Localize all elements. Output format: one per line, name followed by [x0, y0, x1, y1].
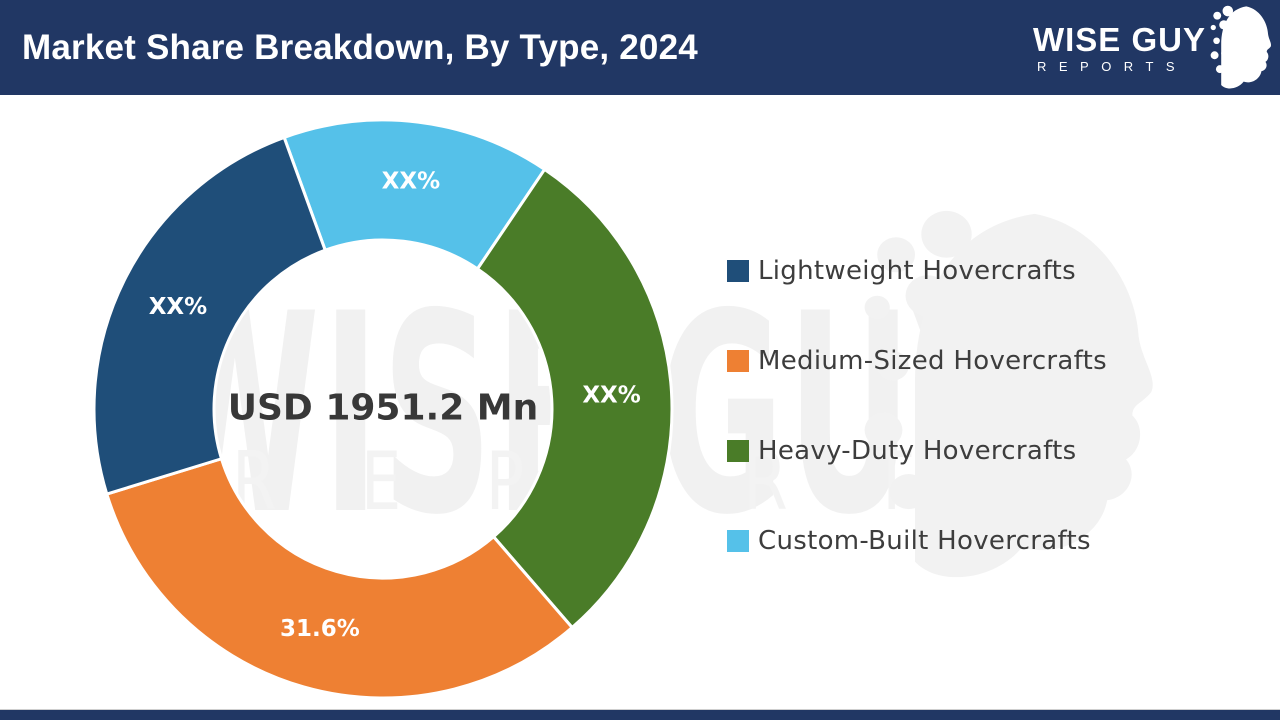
face-dot — [974, 517, 1013, 553]
legend-label: Heavy-Duty Hovercrafts — [758, 436, 1077, 466]
face-dot — [1233, 74, 1242, 83]
legend-swatch-icon — [727, 530, 749, 552]
page-title: Market Share Breakdown, By Type, 2024 — [22, 27, 698, 67]
face-dot — [915, 400, 960, 442]
legend-label: Lightweight Hovercrafts — [758, 256, 1077, 286]
face-dot — [1221, 33, 1233, 45]
slice-label: XX% — [149, 294, 208, 320]
header-bar: Market Share Breakdown, By Type, 2024 WI… — [0, 0, 1280, 95]
logo-subtitle: REPORTS — [1036, 58, 1188, 74]
face-dot — [877, 237, 915, 273]
wise-guy-reports-logo: WISE GUY REPORTS — [1033, 4, 1280, 92]
face-dot — [1231, 50, 1243, 61]
face-dot — [1241, 19, 1249, 27]
background-watermark-face — [864, 210, 1153, 578]
donut-segment — [105, 457, 574, 700]
face-dot — [952, 278, 1010, 331]
chart-center-value: USD 1951.2 Mn — [227, 387, 539, 429]
face-dot — [978, 354, 1016, 390]
legend-item-custom-built: Custom-Built Hovercrafts — [727, 496, 1107, 586]
face-dot — [1215, 64, 1224, 73]
face-dot — [1213, 11, 1222, 20]
face-dot — [1210, 24, 1216, 30]
chart-legend: Lightweight Hovercrafts Medium-Sized Hov… — [727, 226, 1107, 586]
face-dot — [877, 351, 909, 381]
face-dot — [1244, 31, 1251, 37]
logo-wordmark: WISE GUY — [1032, 20, 1206, 58]
donut-segment — [92, 135, 327, 496]
logo-text: WISE GUY REPORTS — [1033, 23, 1206, 73]
legend-swatch-icon — [727, 350, 749, 372]
face-dot — [1234, 37, 1243, 46]
face-dot — [918, 336, 969, 384]
slice-label: XX% — [382, 169, 441, 195]
legend-item-heavy-duty: Heavy-Duty Hovercrafts — [727, 406, 1107, 496]
face-dot — [965, 409, 1016, 457]
legend-item-medium-sized: Medium-Sized Hovercrafts — [727, 316, 1107, 406]
face-dot — [1235, 9, 1242, 16]
face-dot — [921, 210, 972, 258]
face-dot — [1243, 61, 1249, 67]
face-dot — [924, 526, 956, 556]
face-dot — [1213, 36, 1220, 44]
legend-swatch-icon — [727, 260, 749, 282]
face-dot — [946, 468, 991, 510]
face-dot — [1022, 459, 1048, 483]
face-dot — [1031, 398, 1064, 428]
donut-segment — [476, 167, 674, 630]
legend-label: Custom-Built Hovercrafts — [758, 526, 1091, 556]
face-dot — [981, 228, 1013, 258]
legend-swatch-icon — [727, 440, 749, 462]
legend-label: Medium-Sized Hovercrafts — [758, 346, 1107, 376]
face-dot — [889, 474, 928, 510]
logo-face-icon — [1210, 5, 1272, 88]
legend-item-lightweight: Lightweight Hovercrafts — [727, 226, 1107, 316]
face-dot — [1028, 327, 1054, 352]
face-dot — [1227, 63, 1238, 73]
face-dot — [864, 412, 903, 448]
face-dot — [864, 295, 890, 320]
donut-segment — [282, 118, 547, 271]
face-dot — [1210, 50, 1219, 59]
face-dot — [1222, 5, 1234, 16]
face-dot — [1245, 47, 1253, 55]
face-dot — [1229, 20, 1241, 33]
slice-label: 31.6% — [280, 616, 360, 642]
face-dot — [1221, 48, 1231, 58]
footer-bar — [0, 709, 1280, 720]
face-dot — [1223, 76, 1230, 84]
slice-label: XX% — [582, 382, 641, 408]
face-profile-shape — [1221, 5, 1272, 88]
face-dot — [1219, 19, 1229, 30]
face-dot — [1012, 275, 1045, 305]
face-dot — [905, 275, 950, 317]
